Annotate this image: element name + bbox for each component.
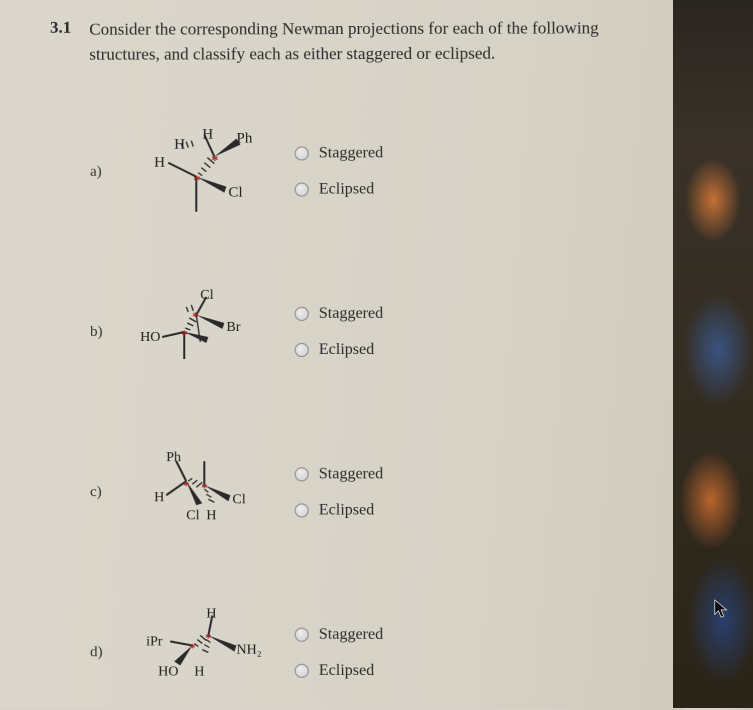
sub-ho: HO (158, 665, 178, 680)
sub-h: H (154, 490, 164, 505)
option-staggered[interactable]: Staggered (295, 145, 383, 163)
asterisk2: * (193, 174, 200, 189)
option-label: Staggered (319, 466, 383, 484)
option-label: Staggered (319, 145, 383, 163)
sub-cl: Cl (186, 509, 199, 524)
sub-h3: H (154, 155, 165, 171)
options-d: Staggered Eclipsed (295, 626, 383, 680)
sub-br: Br (226, 320, 240, 335)
structure-d: H iPr NH₂ HO H * * (136, 608, 266, 698)
asterisk: * (211, 154, 218, 169)
sub-ph: Ph (166, 450, 181, 465)
question-header: 3.1 Consider the corresponding Newman pr… (50, 16, 654, 67)
item-list: a) (50, 126, 654, 699)
sub-h2: H (174, 137, 185, 153)
asterisk2: * (181, 327, 188, 342)
option-label: Eclipsed (319, 341, 374, 359)
asterisk: * (183, 478, 189, 492)
cursor-icon (713, 598, 731, 620)
structure-c: Ph H Cl H Cl * * (136, 447, 266, 537)
option-label: Staggered (319, 626, 383, 644)
option-label: Eclipsed (319, 662, 374, 680)
item-label: c) (90, 484, 108, 501)
option-eclipsed[interactable]: Eclipsed (295, 502, 383, 520)
page: 3.1 Consider the corresponding Newman pr… (0, 0, 684, 710)
asterisk2: * (201, 481, 207, 495)
sub-cl2: Cl (232, 493, 245, 508)
question-text: Consider the corresponding Newman projec… (89, 16, 653, 67)
item-c: c) (90, 447, 654, 538)
sub-cl: Cl (200, 288, 213, 303)
option-staggered[interactable]: Staggered (295, 305, 383, 323)
sub-h: H (206, 608, 216, 622)
item-label: d) (90, 644, 108, 661)
option-eclipsed[interactable]: Eclipsed (295, 662, 383, 680)
option-staggered[interactable]: Staggered (295, 466, 383, 484)
options-c: Staggered Eclipsed (295, 466, 383, 520)
radio-icon (295, 664, 309, 678)
structure-a: H Ph H H Cl * * (136, 127, 266, 217)
structure-b: Cl Br HO * * (136, 287, 266, 377)
sub-ph: Ph (236, 131, 252, 147)
radio-icon (295, 468, 309, 482)
asterisk: * (189, 641, 195, 655)
radio-icon (295, 343, 309, 357)
sub-h: H (202, 127, 213, 143)
option-staggered[interactable]: Staggered (295, 626, 383, 644)
sub-nh2: NH₂ (236, 643, 261, 658)
options-b: Staggered Eclipsed (295, 305, 383, 359)
radio-icon (295, 147, 309, 161)
asterisk2: * (205, 631, 211, 645)
sub-h2: H (194, 665, 204, 680)
sub-ipr: iPr (146, 635, 163, 650)
option-eclipsed[interactable]: Eclipsed (295, 181, 383, 199)
sub-cl: Cl (228, 185, 242, 201)
sub-ho: HO (140, 330, 160, 345)
option-eclipsed[interactable]: Eclipsed (295, 341, 383, 359)
radio-icon (295, 628, 309, 642)
option-label: Eclipsed (319, 502, 374, 520)
option-label: Staggered (319, 305, 383, 323)
item-label: b) (90, 324, 108, 341)
item-d: d) (90, 607, 654, 699)
radio-icon (295, 307, 309, 321)
options-a: Staggered Eclipsed (295, 145, 383, 199)
radio-icon (295, 504, 309, 518)
asterisk: * (192, 309, 199, 324)
item-label: a) (90, 164, 108, 181)
option-label: Eclipsed (319, 181, 374, 199)
sub-h2: H (206, 509, 216, 524)
question-number: 3.1 (50, 18, 71, 67)
radio-icon (295, 183, 309, 197)
item-a: a) (90, 126, 654, 217)
item-b: b) (90, 287, 654, 378)
